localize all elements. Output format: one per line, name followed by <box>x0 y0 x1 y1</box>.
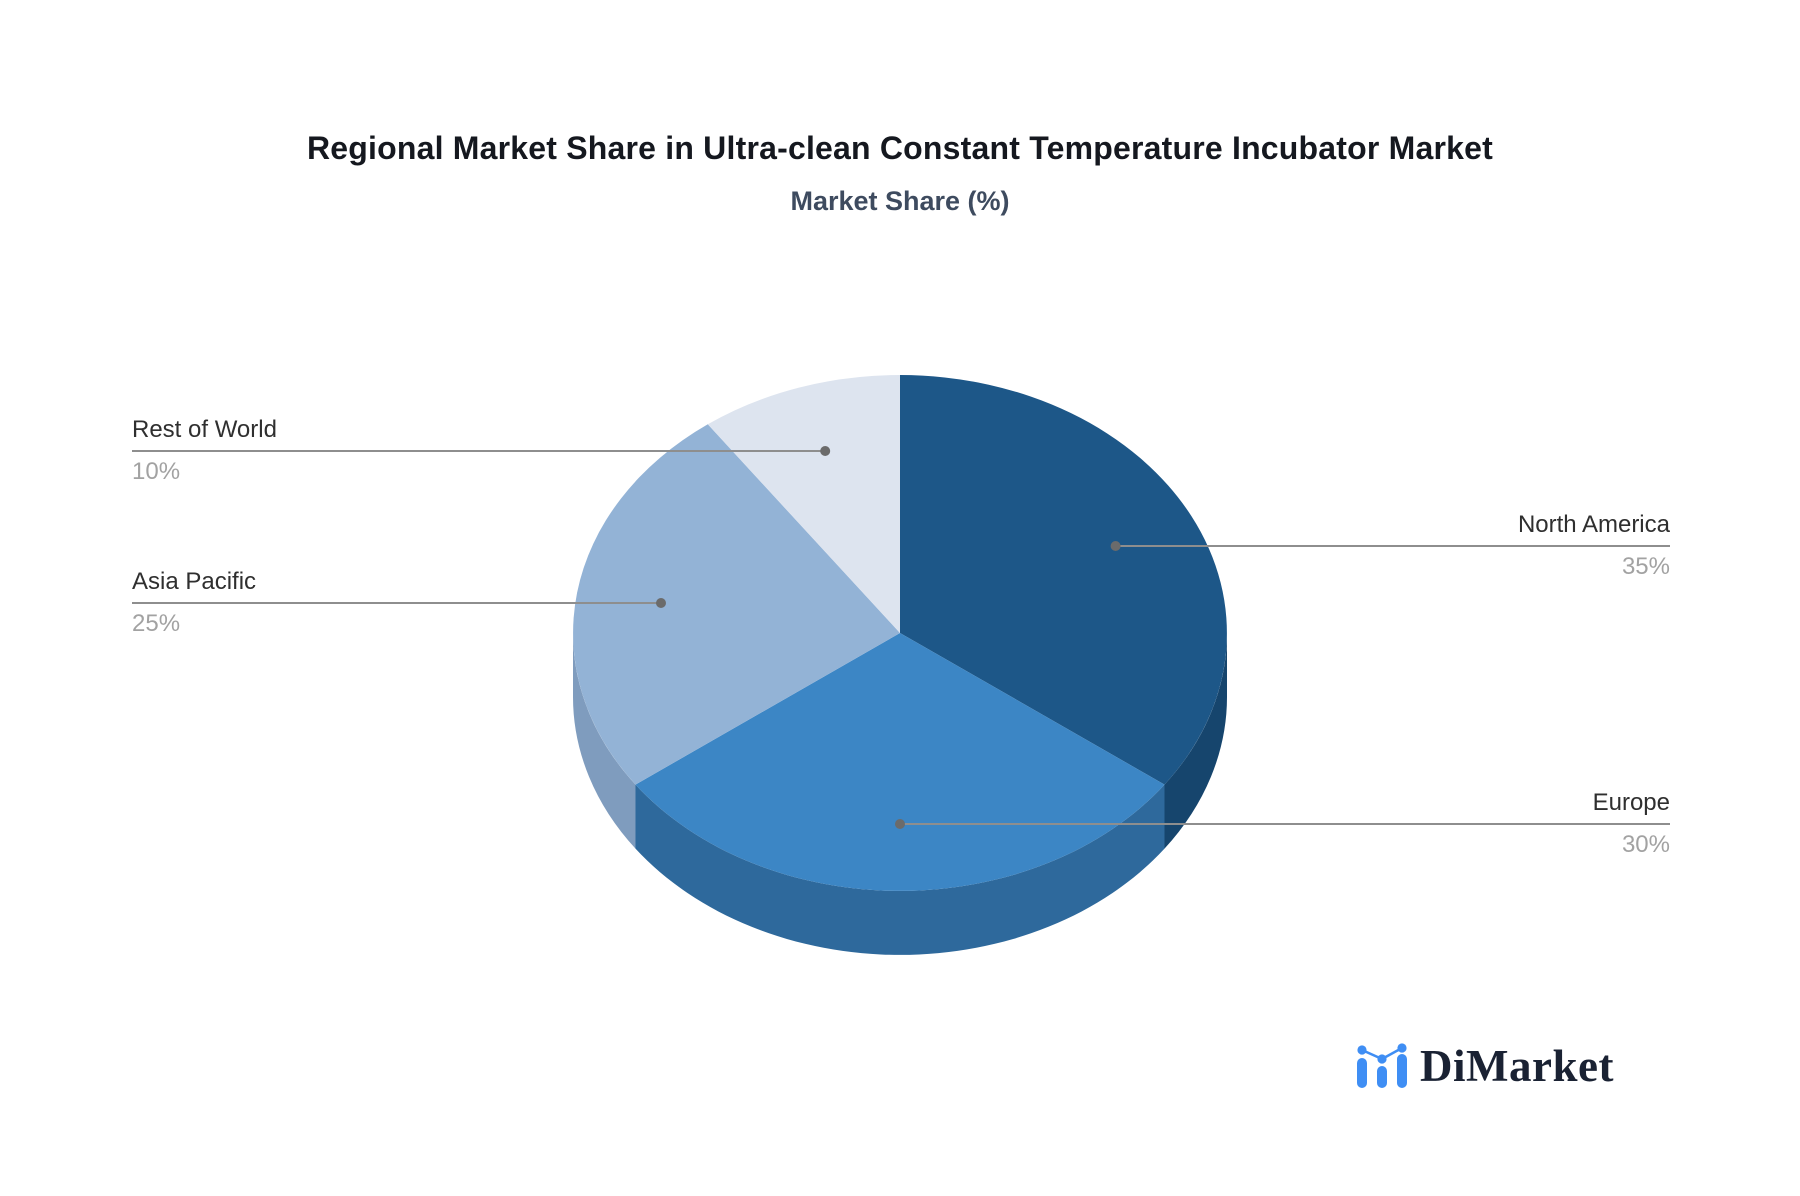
pie-slice-side-europe <box>635 784 1165 955</box>
value-rest-of-world: 10% <box>132 458 181 485</box>
label-europe: Europe <box>1592 789 1670 816</box>
bar-chart-logo-icon <box>1357 1043 1407 1088</box>
chart-subtitle: Market Share (%) <box>790 186 1010 216</box>
value-europe: 30% <box>1621 831 1670 858</box>
leader-dot-north-america <box>1110 541 1121 551</box>
value-asia-pacific: 25% <box>132 610 181 637</box>
pie-slice-asia-pacific[interactable] <box>573 424 900 785</box>
chart-title: Regional Market Share in Ultra-clean Con… <box>306 130 1494 166</box>
value-north-america: 35% <box>1621 553 1670 580</box>
leader-dot-rest-of-world <box>820 446 831 456</box>
leader-dot-asia-pacific <box>656 598 666 608</box>
pie-slice-europe[interactable] <box>635 633 1165 891</box>
leader-dot-europe <box>895 819 905 829</box>
label-rest-of-world: Rest of World <box>132 416 277 443</box>
pie-slice-side-north-america <box>1164 633 1227 849</box>
label-north-america: North America <box>1517 511 1670 538</box>
logo-text: DiMarket <box>1420 1041 1614 1091</box>
pie-slice-side-asia-pacific <box>573 633 636 849</box>
dimarket-logo: DiMarket <box>1355 1040 1614 1092</box>
pie-slice-rest-of-world[interactable] <box>707 375 900 633</box>
label-asia-pacific: Asia Pacific <box>132 568 257 595</box>
pie-slice-north-america[interactable] <box>900 375 1227 785</box>
